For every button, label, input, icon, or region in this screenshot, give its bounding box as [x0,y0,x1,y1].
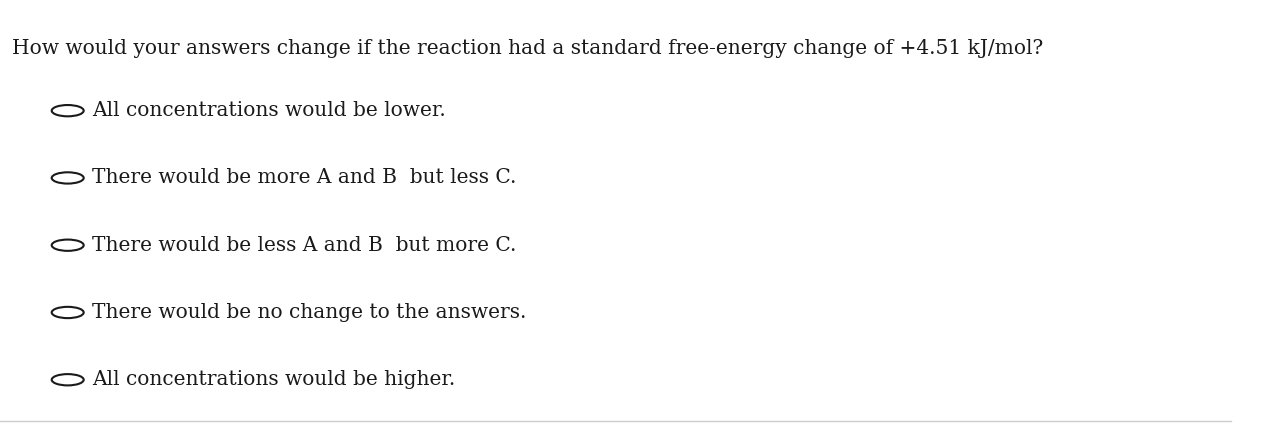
Text: There would be more A and B  but less C.: There would be more A and B but less C. [92,168,517,187]
Text: How would your answers change if the reaction had a standard free-energy change : How would your answers change if the rea… [13,39,1043,58]
Text: All concentrations would be lower.: All concentrations would be lower. [92,101,445,120]
Text: All concentrations would be higher.: All concentrations would be higher. [92,370,456,389]
Text: There would be less A and B  but more C.: There would be less A and B but more C. [92,236,517,255]
Text: There would be no change to the answers.: There would be no change to the answers. [92,303,526,322]
